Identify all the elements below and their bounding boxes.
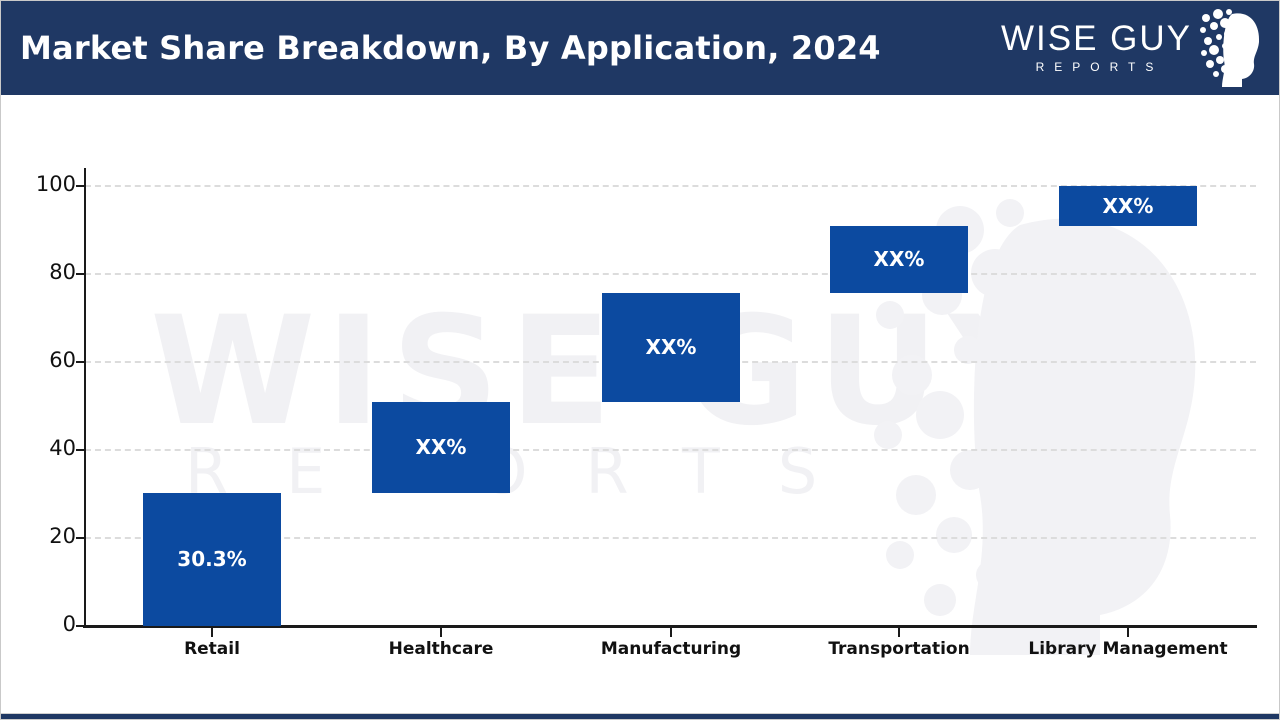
y-tick-label: 0 (62, 612, 76, 636)
grid-line (85, 449, 1256, 451)
logo-subtitle: REPORTS (1035, 60, 1164, 74)
bar-manufacturing: XX% (602, 292, 740, 402)
header-bar: Market Share Breakdown, By Application, … (0, 0, 1280, 95)
y-tick-label: 100 (35, 172, 76, 196)
x-tick-mark (670, 628, 672, 637)
x-category-label: Library Management (1028, 639, 1228, 659)
y-tick-mark (76, 273, 85, 275)
grid-line (85, 185, 1256, 187)
bar-value-label: 30.3% (177, 547, 247, 572)
y-tick-mark (76, 625, 85, 627)
y-tick-label: 60 (49, 348, 76, 372)
x-category-label: Retail (184, 639, 240, 659)
y-tick-label: 20 (49, 524, 76, 548)
bar-value-label: XX% (645, 335, 697, 360)
y-axis-spine (84, 168, 86, 627)
bar-value-label: XX% (415, 435, 467, 460)
grid-line (85, 273, 1256, 275)
logo-text: WISE GUY REPORTS (1001, 21, 1192, 74)
footer-bar (0, 713, 1280, 720)
wise-guy-reports-logo: WISE GUY REPORTS (1001, 8, 1262, 88)
dotted-head-icon (1200, 8, 1260, 87)
y-tick-mark (76, 449, 85, 451)
y-tick-mark (76, 361, 85, 363)
watermark-head-blob (874, 199, 1196, 655)
x-tick-mark (898, 628, 900, 637)
bar-value-label: XX% (1102, 194, 1154, 219)
y-tick-mark (76, 537, 85, 539)
grid-line (85, 537, 1256, 539)
bar-value-label: XX% (873, 247, 925, 272)
x-tick-mark (1127, 628, 1129, 637)
y-tick-mark (76, 185, 85, 187)
bar-transportation: XX% (830, 226, 968, 293)
x-category-label: Transportation (828, 639, 970, 659)
y-tick-label: 80 (49, 260, 76, 284)
page-title: Market Share Breakdown, By Application, … (20, 28, 881, 67)
x-tick-mark (440, 628, 442, 637)
bar-healthcare: XX% (372, 401, 510, 493)
x-category-label: Healthcare (388, 639, 494, 659)
bar-library-management: XX% (1059, 186, 1197, 227)
x-axis-spine (83, 625, 1257, 628)
x-tick-mark (211, 628, 213, 637)
logo-wordmark: WISE GUY (1000, 19, 1192, 58)
y-tick-label: 40 (49, 436, 76, 460)
x-category-label: Manufacturing (600, 639, 742, 659)
bar-retail: 30.3% (143, 492, 281, 626)
